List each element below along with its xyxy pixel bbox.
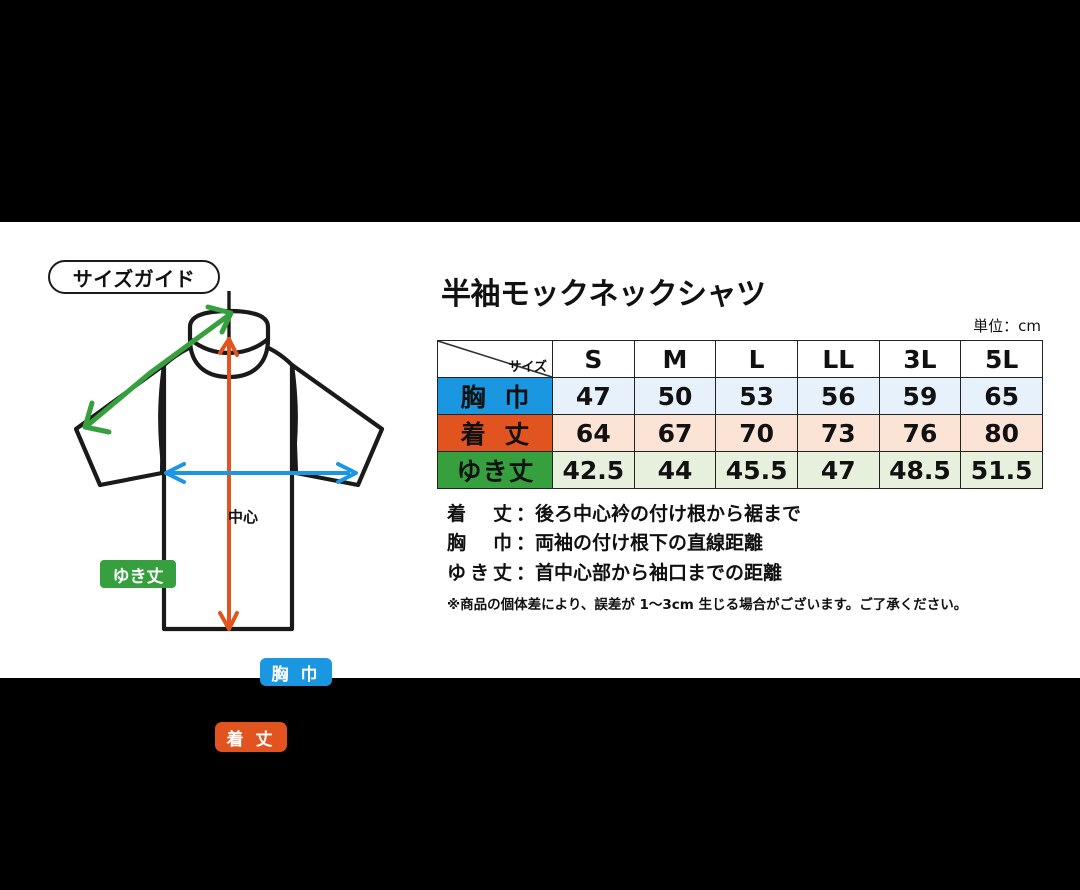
cell-chest-ll: 56 xyxy=(796,377,880,415)
cell-chest-3l: 59 xyxy=(878,377,962,415)
cell-sleeve-l: 45.5 xyxy=(715,451,798,489)
size-table-block: 半袖モックネックシャツ 単位：cm サイズ S M L LL xyxy=(437,278,1043,489)
size-column-header-3l: 3L xyxy=(878,340,962,378)
legend-text-sleeve: ：首中心部から袖口までの距離 xyxy=(516,561,783,584)
cell-chest-5l: 65 xyxy=(960,377,1043,415)
legend-key-length: 着 丈 xyxy=(447,503,517,525)
cell-sleeve-ll: 47 xyxy=(796,451,880,489)
diagonal-divider-icon xyxy=(438,341,552,377)
cell-sleeve-s: 42.5 xyxy=(552,451,635,489)
cell-length-5l: 80 xyxy=(960,414,1043,452)
size-column-header-ll: LL xyxy=(796,340,880,378)
size-guide-badge-label: サイズガイド xyxy=(72,266,196,291)
cell-chest-l: 53 xyxy=(715,377,798,415)
measurement-legend: 着 丈：後ろ中心衿の付け根から裾まで 胸 巾：両袖の付け根下の直線距離 ゆき丈：… xyxy=(447,500,1047,613)
body-length-label: 着 丈 xyxy=(215,722,287,752)
table-row: 着 丈 64 67 70 73 76 80 xyxy=(437,414,1043,452)
size-column-header-m: M xyxy=(633,340,717,378)
cell-chest-s: 47 xyxy=(552,377,635,415)
cell-length-s: 64 xyxy=(552,414,635,452)
table-row: ゆき丈 42.5 44 45.5 47 48.5 51.5 xyxy=(437,451,1043,489)
cell-length-m: 67 xyxy=(633,414,717,452)
row-header-chest: 胸 巾 xyxy=(437,377,553,415)
legend-line-chest: 胸 巾：両袖の付け根下の直線距離 xyxy=(447,529,1047,558)
length-measure-arrow xyxy=(218,337,239,631)
legend-line-length: 着 丈：後ろ中心衿の付け根から裾まで xyxy=(447,500,1047,529)
legend-text-chest: ：両袖の付け根下の直線距離 xyxy=(516,532,764,555)
shirt-illustration-svg xyxy=(73,291,385,632)
sleeve-measure-arrow xyxy=(82,304,234,435)
shirt-diagram xyxy=(30,277,450,677)
table-row: 胸 巾 47 50 53 56 59 65 xyxy=(437,377,1043,415)
product-title: 半袖モックネックシャツ xyxy=(441,277,766,312)
corner-size-label: サイズ xyxy=(508,360,547,375)
legend-footnote: ※商品の個体差により、誤差が 1〜3cm 生じる場合がございます。ご了承ください… xyxy=(447,597,968,614)
table-header-row: サイズ S M L LL 3L 5L xyxy=(437,340,1043,378)
chest-width-label: 胸 巾 xyxy=(260,658,332,686)
size-chart-table: サイズ S M L LL 3L 5L 胸 巾 47 50 xyxy=(437,340,1043,489)
cell-chest-m: 50 xyxy=(633,377,717,415)
table-corner-cell: サイズ xyxy=(437,340,553,378)
cell-length-l: 70 xyxy=(715,414,798,452)
legend-key-sleeve: ゆき丈 xyxy=(447,561,517,584)
size-column-header-5l: 5L xyxy=(960,340,1043,378)
size-guide-badge: サイズガイド xyxy=(48,260,220,294)
legend-line-sleeve: ゆき丈：首中心部から袖口までの距離 xyxy=(447,559,1047,588)
cell-sleeve-5l: 51.5 xyxy=(960,451,1043,489)
cell-sleeve-m: 44 xyxy=(633,451,717,489)
legend-text-length: ：後ろ中心衿の付け根から裾まで xyxy=(516,503,802,525)
row-header-sleeve: ゆき丈 xyxy=(437,451,553,489)
size-column-header-s: S xyxy=(552,340,635,378)
cell-length-3l: 76 xyxy=(878,414,962,452)
center-label: 中心 xyxy=(228,508,259,526)
cell-length-ll: 73 xyxy=(796,414,880,452)
cell-sleeve-3l: 48.5 xyxy=(878,451,962,489)
sleeve-length-label: ゆき丈 xyxy=(100,560,176,588)
size-column-header-l: L xyxy=(715,340,798,378)
legend-key-chest: 胸 巾 xyxy=(447,532,517,555)
chest-measure-arrow xyxy=(164,462,358,484)
row-header-length: 着 丈 xyxy=(437,414,553,452)
content-panel: サイズガイド xyxy=(0,222,1080,752)
unit-note: 単位：cm xyxy=(973,317,1041,335)
